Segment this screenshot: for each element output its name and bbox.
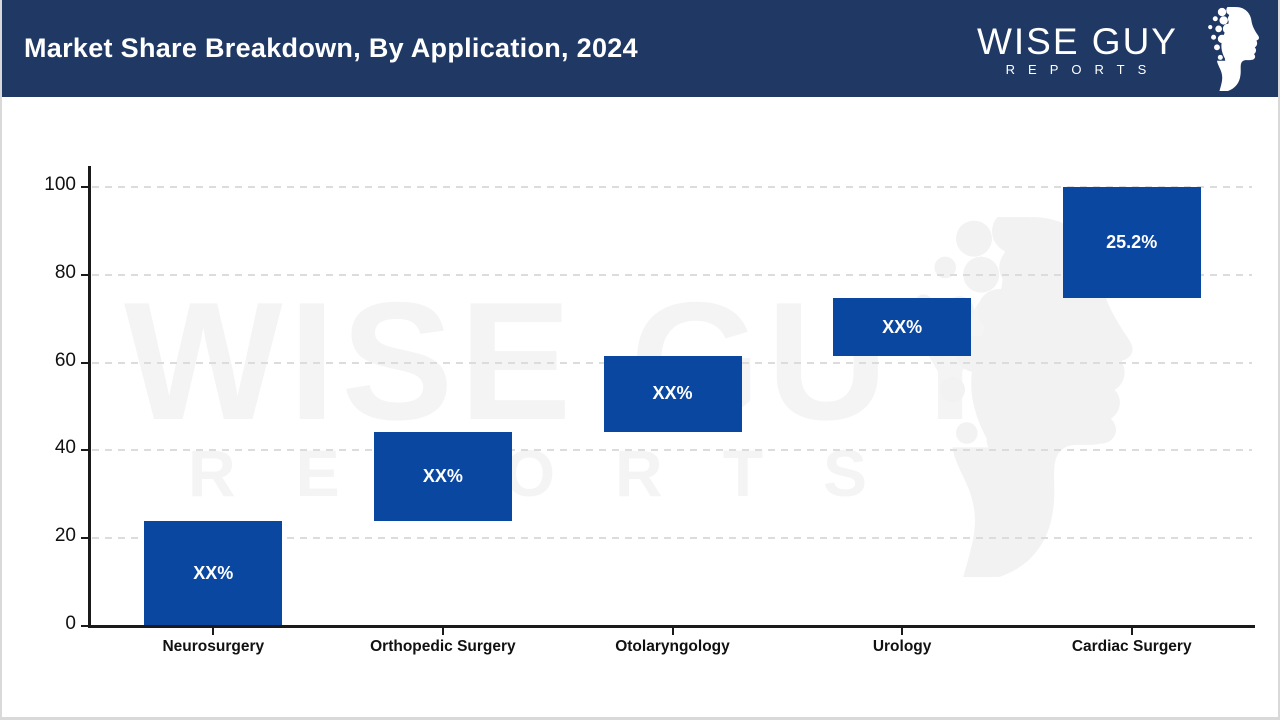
bar-value-label: XX% (652, 383, 693, 404)
bar-value-label: XX% (422, 465, 463, 486)
y-tick-label: 40 (54, 437, 76, 459)
bottom-border-line (2, 717, 1278, 720)
wise-guy-reports-logo: WISE GUY REPORTS (977, 6, 1264, 92)
x-category-label: Otolaryngology (615, 638, 730, 655)
logo-subtitle: REPORTS (1005, 61, 1160, 77)
x-category-label: Cardiac Surgery (1071, 638, 1192, 655)
y-gridline (92, 273, 1252, 276)
dotted-head-logo-icon (1180, 7, 1264, 91)
x-tick-mark (212, 628, 215, 635)
logo-wordmark: WISE GUY (976, 20, 1178, 62)
bar-value-label: XX% (882, 316, 923, 337)
y-tick-mark (81, 537, 90, 540)
header-bar: Market Share Breakdown, By Application, … (2, 0, 1278, 97)
watermark-text-line2: REPORTS (188, 436, 928, 510)
y-tick-mark (81, 625, 90, 627)
x-category-label: Neurosurgery (162, 638, 265, 655)
y-tick-mark (81, 449, 90, 452)
y-tick-mark (81, 273, 90, 276)
y-gridline (92, 186, 1252, 188)
y-tick-label: 100 (44, 174, 76, 195)
y-tick-label: 60 (54, 349, 76, 371)
y-tick-label: 0 (65, 613, 76, 634)
y-tick-label: 80 (54, 261, 76, 283)
y-gridline (92, 449, 1252, 452)
bar-otolaryngology: XX% (603, 356, 742, 432)
chart-area: WISE GUY REPORTS XX% XX% XX% XX% 25.2% 0 20 40… (2, 97, 1278, 717)
x-category-label: Orthopedic Surgery (370, 638, 516, 655)
x-tick-mark (441, 628, 444, 635)
y-axis-line (88, 166, 91, 628)
x-tick-mark (901, 628, 904, 635)
bar-value-label: 25.2% (1106, 231, 1158, 252)
x-tick-mark (1130, 628, 1133, 635)
page-title: Market Share Breakdown, By Application, … (24, 33, 638, 63)
bar-orthopedic-surgery: XX% (373, 431, 512, 522)
y-gridline (92, 537, 1252, 540)
y-tick-mark (81, 186, 90, 188)
bar-cardiac-surgery: 25.2% (1062, 187, 1201, 298)
y-tick-label: 20 (54, 525, 76, 547)
bar-urology: XX% (833, 297, 972, 357)
logo-text: WISE GUY REPORTS (977, 23, 1178, 76)
bar-neurosurgery: XX% (144, 521, 283, 626)
bar-value-label: XX% (193, 563, 234, 584)
y-tick-mark (81, 361, 90, 364)
x-tick-mark (671, 628, 674, 635)
x-axis-line (88, 625, 1255, 628)
x-category-label: Urology (872, 638, 932, 655)
